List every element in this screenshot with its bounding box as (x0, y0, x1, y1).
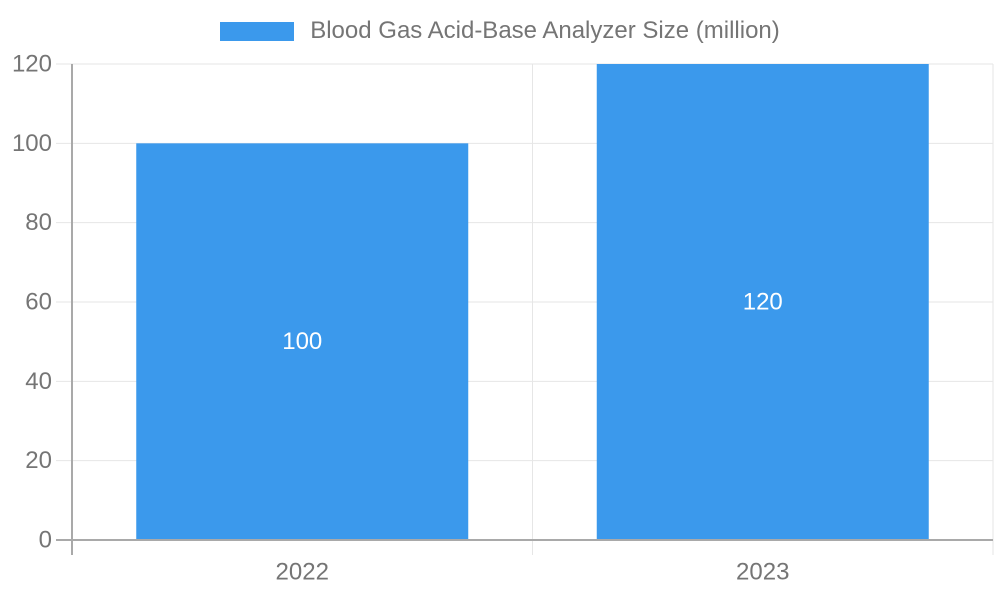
y-tick-label-80: 80 (25, 209, 52, 236)
y-tick-label-100: 100 (12, 130, 52, 157)
bar-2022[interactable] (136, 143, 469, 541)
y-tick-label-0: 0 (39, 527, 52, 554)
legend-swatch[interactable] (220, 21, 295, 41)
legend[interactable]: Blood Gas Acid-Base Analyzer Size (milli… (0, 17, 1000, 45)
y-tick-label-40: 40 (25, 368, 52, 395)
bar-value-label-2023: 120 (743, 289, 783, 316)
bar-value-label-2022: 100 (282, 328, 322, 355)
x-axis-label-2023: 2023 (736, 559, 789, 586)
y-tick-label-20: 20 (25, 447, 52, 474)
x-axis-label-2022: 2022 (276, 559, 329, 586)
y-tick-label-120: 120 (12, 51, 52, 78)
y-tick-label-60: 60 (25, 289, 52, 316)
legend-label: Blood Gas Acid-Base Analyzer Size (milli… (310, 17, 780, 44)
bar-2023[interactable] (596, 64, 929, 540)
